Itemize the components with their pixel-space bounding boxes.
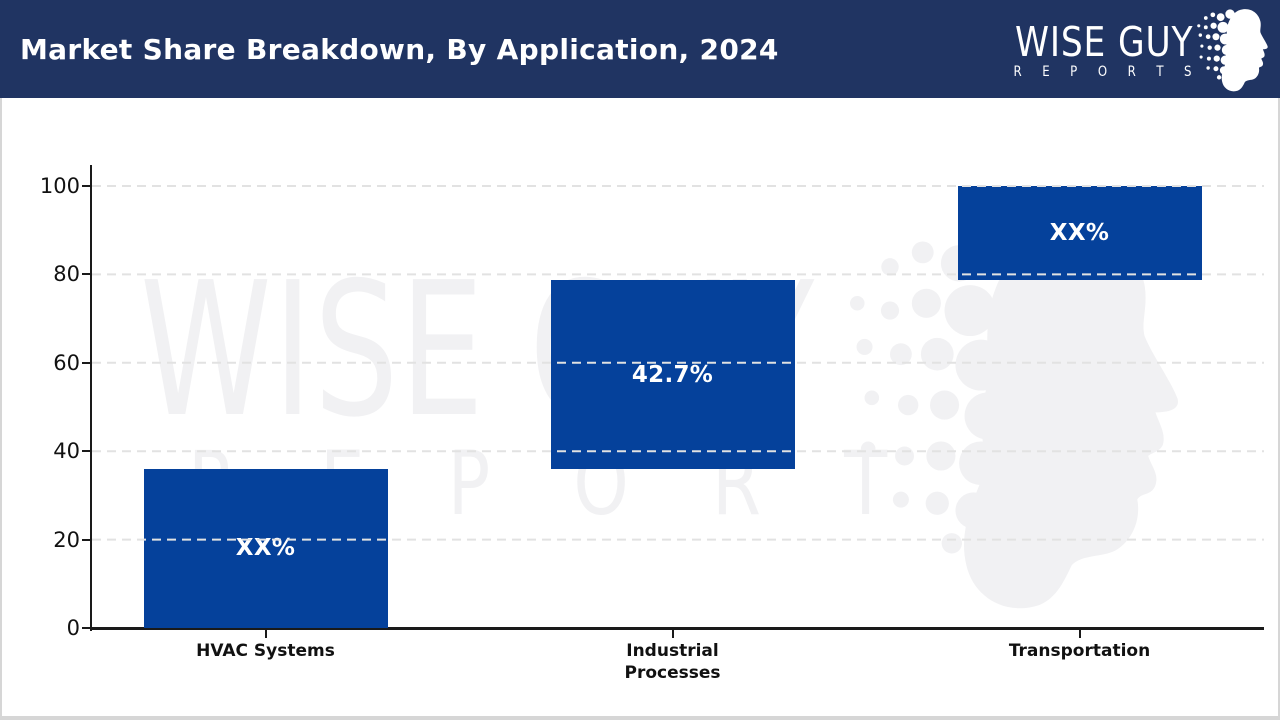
x-category-label: HVAC Systems — [196, 640, 335, 662]
bar-segment: 42.7% — [550, 280, 795, 469]
x-category-label-line: Industrial — [626, 641, 719, 661]
bar-segment: XX% — [957, 186, 1202, 281]
y-tick-mark — [82, 273, 90, 276]
y-tick-mark — [82, 450, 90, 453]
bar-value-label: XX% — [235, 535, 296, 562]
bar-chart: 0 20 40 60 80 100 XX% HVAC Systems 42.7% Industri… — [2, 98, 1278, 716]
bar-value-label: XX% — [1049, 220, 1110, 247]
y-axis-line — [90, 165, 92, 631]
y-tick-label: 100 — [39, 174, 80, 198]
y-tick-label: 20 — [53, 527, 80, 552]
brand-name: WISE GUY — [1015, 17, 1194, 66]
page-title: Market Share Breakdown, By Application, … — [20, 32, 779, 66]
y-tick-label: 60 — [53, 350, 80, 375]
x-category-label: Transportation — [1009, 640, 1150, 662]
chart-area: WISE GUY R E P O R T S 0 20 40 60 80 100 XX% HV… — [0, 98, 1280, 720]
y-tick-mark — [82, 538, 90, 541]
brand-subtitle: R E P O R T S — [1013, 63, 1201, 80]
x-category-label: Industrial Processes — [624, 640, 720, 684]
bar-value-label: 42.7% — [631, 361, 714, 388]
bar-segment: XX% — [143, 468, 388, 628]
brand-logo-text: WISE GUY R E P O R T S — [1009, 17, 1201, 80]
x-category-label-line: Processes — [624, 663, 721, 684]
x-category-label-line: Transportation — [1008, 641, 1151, 661]
x-tick-mark — [671, 630, 674, 638]
x-axis-line — [92, 627, 1264, 630]
y-tick-mark — [82, 627, 90, 629]
x-tick-mark — [1078, 630, 1081, 638]
x-tick-mark — [264, 630, 267, 638]
x-category-label-line: HVAC Systems — [196, 641, 335, 661]
y-tick-label: 0 — [66, 616, 80, 640]
y-tick-mark — [82, 361, 90, 364]
y-tick-label: 40 — [53, 439, 80, 464]
y-tick-mark — [82, 185, 90, 187]
brand-logo: WISE GUY R E P O R T S — [972, 4, 1274, 96]
header: Market Share Breakdown, By Application, … — [0, 0, 1280, 98]
y-tick-label: 80 — [53, 262, 80, 287]
